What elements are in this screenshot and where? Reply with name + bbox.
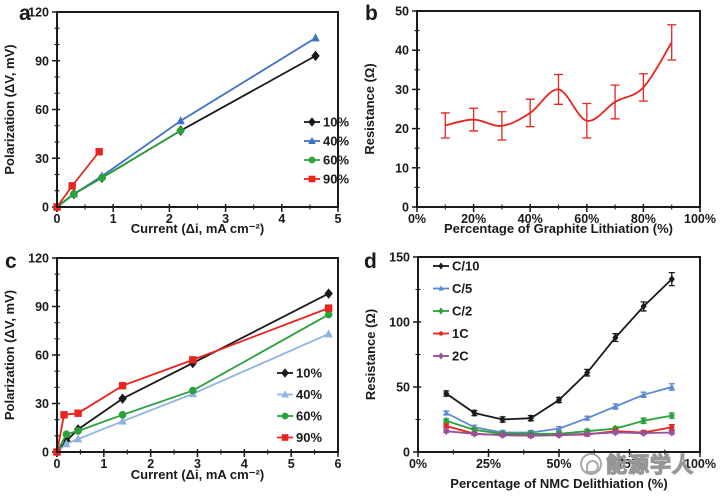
svg-text:0%: 0%: [408, 212, 426, 226]
svg-text:90%: 90%: [296, 430, 322, 445]
svg-text:40%: 40%: [323, 134, 349, 149]
svg-text:C/2: C/2: [452, 304, 472, 319]
svg-text:0%: 0%: [409, 457, 427, 471]
svg-text:4: 4: [278, 212, 285, 226]
svg-text:5: 5: [335, 212, 342, 226]
svg-text:Resistance (Ω): Resistance (Ω): [362, 63, 377, 154]
svg-text:50%: 50%: [546, 457, 571, 471]
svg-text:Percentage of Graphite Lithiat: Percentage of Graphite Lithiation (%): [444, 221, 673, 236]
svg-text:0: 0: [402, 201, 409, 215]
svg-text:4: 4: [241, 457, 248, 471]
svg-text:80%: 80%: [631, 212, 656, 226]
svg-text:40%: 40%: [296, 387, 322, 402]
svg-text:60%: 60%: [296, 409, 322, 424]
svg-text:1: 1: [110, 212, 117, 226]
panel-label-b: b: [365, 2, 378, 25]
svg-text:0: 0: [42, 201, 49, 215]
chart-b-resistance-vs-graphite-lithiation: 0% 20% 40% 60% 80% 100% 0 10 20 30 40 50 Percentage …: [362, 5, 716, 237]
svg-text:0: 0: [54, 212, 61, 226]
svg-text:3: 3: [194, 457, 201, 471]
svg-text:Polarization (ΔV, mV): Polarization (ΔV, mV): [2, 44, 17, 174]
svg-text:Percentage of NMC Delithiation: Percentage of NMC Delithiation (%): [450, 476, 667, 491]
svg-text:60: 60: [35, 349, 49, 363]
svg-text:0: 0: [54, 457, 61, 471]
svg-text:Polarization (ΔV, mV): Polarization (ΔV, mV): [2, 290, 17, 420]
svg-text:100: 100: [389, 316, 410, 330]
svg-text:25%: 25%: [476, 457, 501, 471]
svg-text:90: 90: [35, 300, 49, 314]
panel-b: 0% 20% 40% 60% 80% 100% 0 10 20 30 40 50 Percentage …: [360, 0, 720, 245]
svg-text:100%: 100%: [684, 457, 716, 471]
svg-text:C/10: C/10: [452, 259, 479, 274]
svg-text:10%: 10%: [323, 115, 349, 130]
svg-text:120: 120: [28, 252, 49, 266]
chart-d-resistance-vs-nmc-delithiation: 0% 25% 50% 75% 100% 0 50 100 150 Percentage of NM…: [363, 251, 716, 492]
svg-text:10: 10: [395, 161, 409, 175]
svg-text:30: 30: [395, 83, 409, 97]
svg-text:75%: 75%: [617, 457, 642, 471]
svg-text:Current (Δi, mA cm⁻²): Current (Δi, mA cm⁻²): [131, 221, 264, 236]
svg-text:C/5: C/5: [452, 281, 472, 296]
svg-text:10%: 10%: [296, 366, 322, 381]
svg-text:20: 20: [395, 122, 409, 136]
panel-label-c: c: [5, 250, 17, 273]
svg-text:30: 30: [35, 397, 49, 411]
svg-text:Current (Δi, mA cm⁻²): Current (Δi, mA cm⁻²): [131, 467, 264, 482]
svg-text:60: 60: [35, 103, 49, 117]
svg-text:2: 2: [166, 212, 173, 226]
svg-text:50: 50: [396, 381, 410, 395]
svg-text:60%: 60%: [323, 153, 349, 168]
svg-text:40%: 40%: [518, 212, 543, 226]
svg-text:3: 3: [222, 212, 229, 226]
svg-text:120: 120: [28, 6, 49, 20]
svg-text:90: 90: [35, 54, 49, 68]
svg-text:5: 5: [288, 457, 295, 471]
panel-c: 0 1 2 3 4 5 6 0 30 60 90 120 Current (Δi, mA cm⁻²) Po…: [0, 245, 360, 497]
svg-text:60%: 60%: [574, 212, 599, 226]
svg-text:0: 0: [42, 446, 49, 460]
svg-text:1C: 1C: [452, 326, 469, 341]
svg-text:2C: 2C: [452, 349, 469, 364]
panel-d: 0% 25% 50% 75% 100% 0 50 100 150 Percentage of NM…: [360, 245, 720, 497]
svg-text:50: 50: [395, 5, 409, 19]
svg-text:40: 40: [395, 44, 409, 58]
svg-text:1: 1: [100, 457, 107, 471]
svg-text:90%: 90%: [323, 172, 349, 187]
svg-text:100%: 100%: [684, 212, 716, 226]
svg-text:Resistance (Ω): Resistance (Ω): [363, 309, 378, 400]
svg-text:30: 30: [35, 152, 49, 166]
svg-text:6: 6: [335, 457, 342, 471]
panel-label-a: a: [19, 2, 31, 25]
svg-text:2: 2: [147, 457, 154, 471]
panel-label-d: d: [364, 250, 377, 273]
svg-text:20%: 20%: [461, 212, 486, 226]
chart-a-polarization-vs-current: 0 1 2 3 4 5 0 30 60 90 120 Current (Δi, mA cm⁻²) Pol…: [2, 6, 349, 237]
panel-a: 0 1 2 3 4 5 0 30 60 90 120 Current (Δi, mA cm⁻²) Pol…: [0, 0, 360, 245]
svg-text:0: 0: [403, 446, 410, 460]
svg-text:150: 150: [389, 251, 410, 265]
